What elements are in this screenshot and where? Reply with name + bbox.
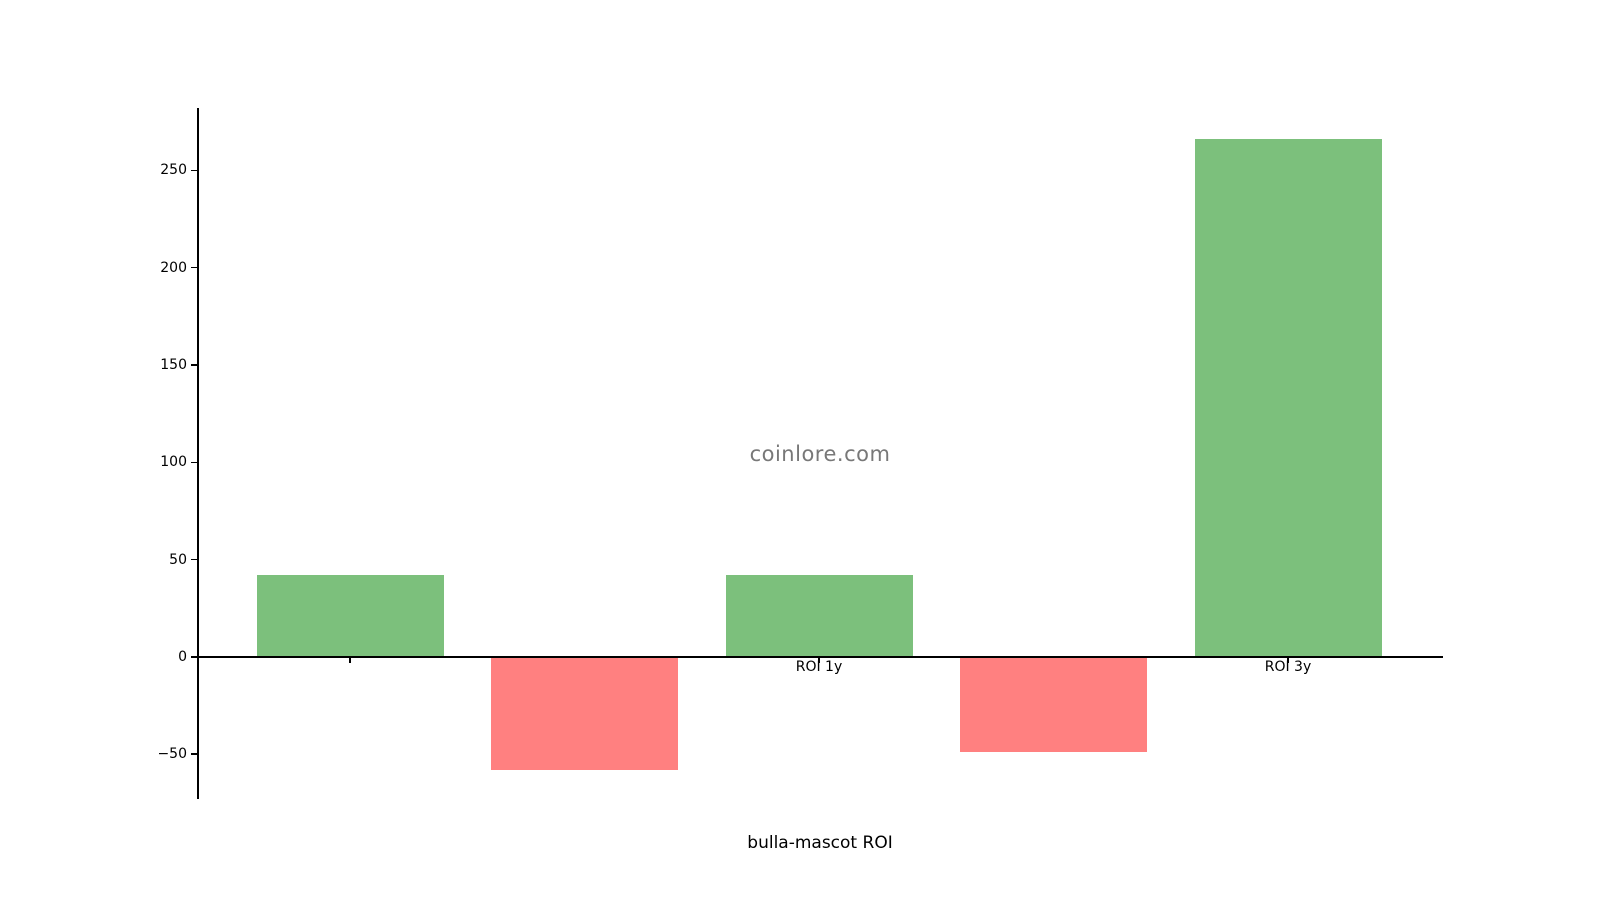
bar-5-roi-3y [1194, 139, 1382, 657]
bar-3-roi-1y [725, 575, 913, 657]
y-tick [191, 169, 197, 172]
y-tick [191, 461, 197, 463]
y-tick [191, 753, 197, 755]
bar-2 [491, 656, 678, 770]
y-tick [191, 558, 197, 561]
y-tick-label: 150 [160, 356, 187, 373]
x-tick-label: ROI 3y [1264, 658, 1312, 675]
watermark-text: coinlore.com [749, 442, 891, 466]
bar-1 [256, 575, 444, 657]
y-axis-line [197, 108, 199, 799]
y-tick-label: 100 [160, 454, 187, 471]
y-tick-label: 50 [169, 551, 187, 568]
chart-title: bulla-mascot ROI [747, 833, 893, 853]
x-tick [1287, 656, 1289, 663]
x-tick [818, 656, 820, 663]
x-tick [349, 656, 351, 663]
y-tick-label: 0 [178, 648, 187, 665]
y-tick [191, 364, 197, 366]
y-tick [191, 656, 197, 658]
x-tick-label: ROI 1y [795, 658, 843, 675]
y-tick [191, 266, 197, 269]
y-tick-label: 200 [160, 259, 187, 276]
x-axis-zero-line [197, 656, 1443, 658]
bar-4 [960, 656, 1147, 753]
y-tick-label: 250 [160, 162, 187, 179]
y-tick-label: −50 [157, 746, 187, 763]
